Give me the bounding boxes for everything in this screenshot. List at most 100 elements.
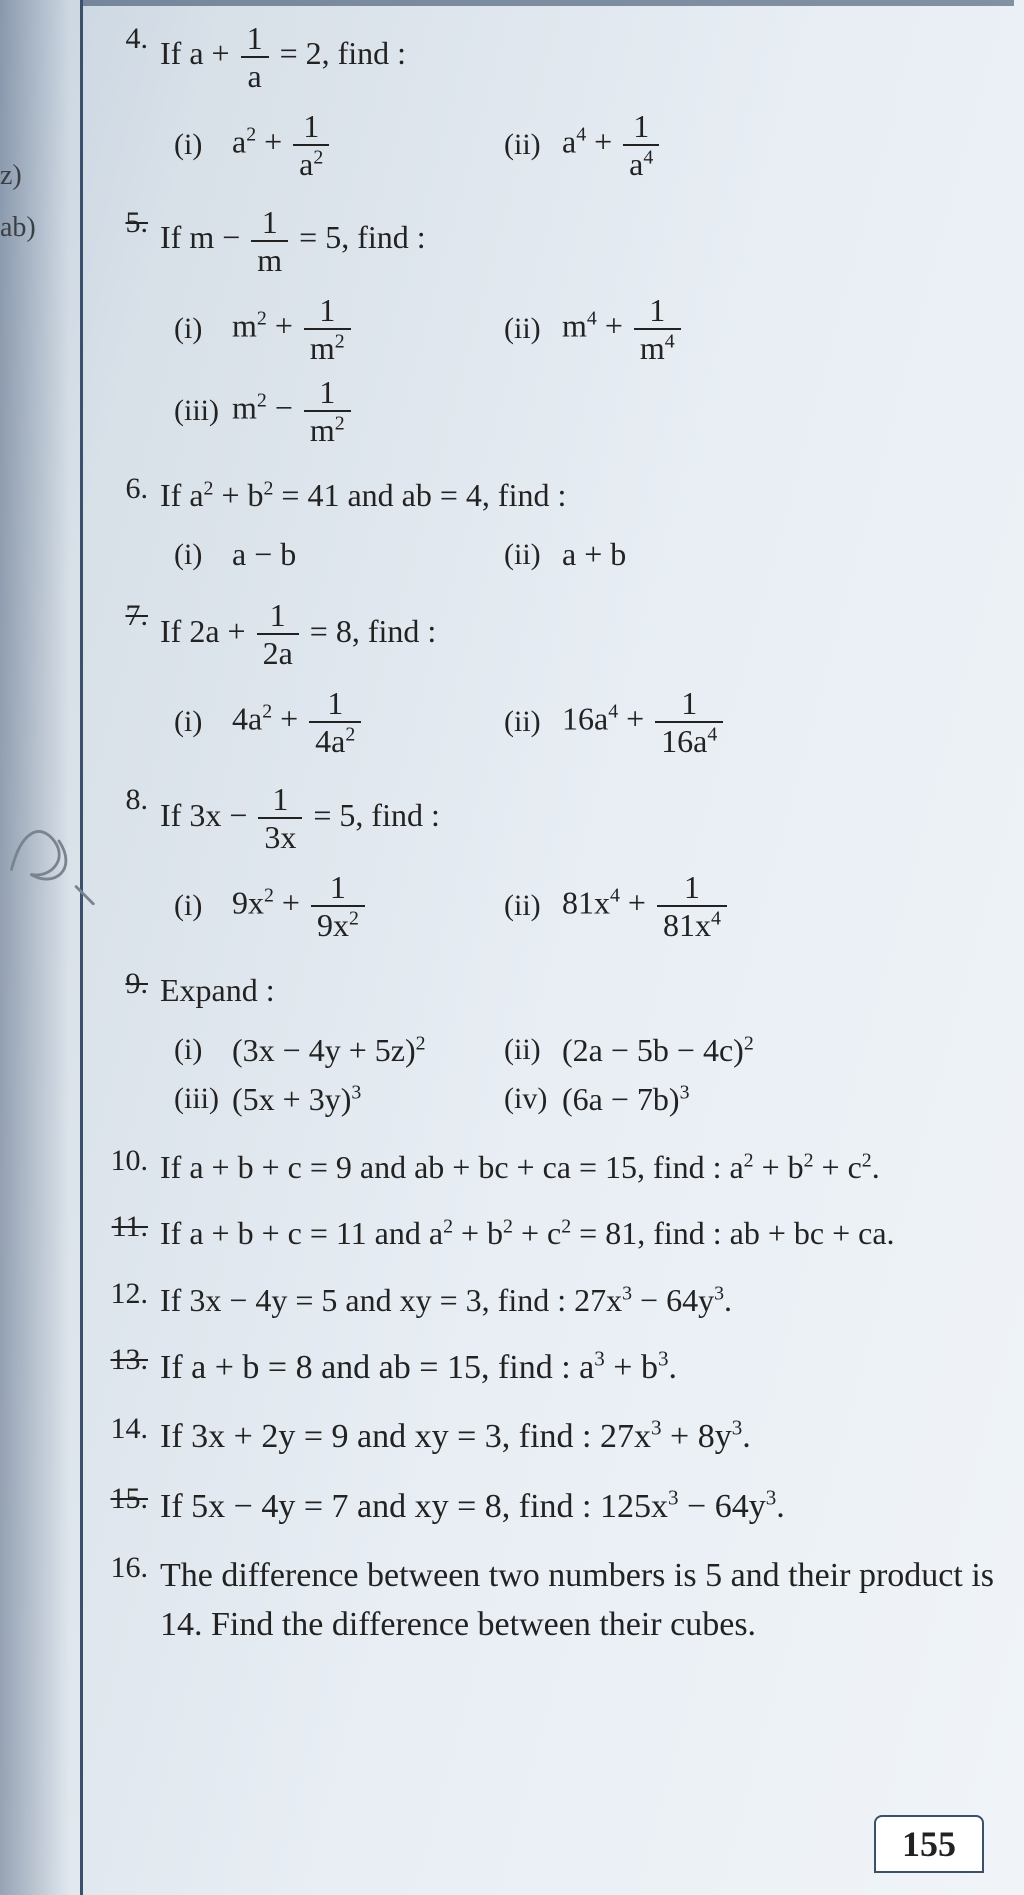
part-expression: a2 + 1a2: [232, 110, 332, 180]
question-parts: (i)4a2 + 14a2 (ii) 16a4 + 116a4: [174, 681, 1004, 763]
question-part: (ii) m4 + 1m4: [504, 294, 804, 364]
part-expression: (5x + 3y)3: [232, 1081, 361, 1118]
part-expression: (3x − 4y + 5z)2: [232, 1032, 426, 1069]
left-margin-annotations: z) ab): [0, 160, 36, 264]
part-expression: m2 − 1m2: [232, 376, 354, 446]
question-stem: If 2a + 12a = 8, find :: [160, 599, 1004, 669]
parts-row: (i) 9x2 + 19x2 (ii) 81x4 + 181x4: [174, 865, 1004, 947]
question-row: 10.If a + b + c = 9 and ab + bc + ca = 1…: [104, 1144, 1004, 1190]
margin-tag-z: z): [0, 160, 36, 192]
question-parts: (i) 9x2 + 19x2 (ii) 81x4 + 181x4: [174, 865, 1004, 947]
question-row: 12.If 3x − 4y = 5 and xy = 3, find : 27x…: [104, 1277, 1004, 1323]
question-stem: If 3x − 4y = 5 and xy = 3, find : 27x3 −…: [160, 1277, 1004, 1323]
question-number: 16.: [104, 1551, 160, 1585]
part-label: (iii): [174, 394, 222, 428]
question: 6.If a2 + b2 = 41 and ab = 4, find : (i)a…: [104, 472, 1004, 579]
page-number: 155: [902, 1824, 956, 1864]
question-number: 12.: [104, 1277, 160, 1311]
question-stem: If a + b = 8 and ab = 15, find : a3 + b3…: [160, 1343, 1004, 1392]
question-row: 6.If a2 + b2 = 41 and ab = 4, find :: [104, 472, 1004, 518]
question-stem: Expand :: [160, 967, 1004, 1013]
question: 8.If 3x − 13x = 5, find :(i)9x2 + 19x2(i…: [104, 783, 1004, 947]
part-label: (iv): [504, 1082, 552, 1116]
question-parts: (i) a2 + 1a2 (ii)a4 + 1a4: [174, 104, 1004, 186]
question-row: 16.The difference between two numbers is…: [104, 1551, 1004, 1650]
question-part: (i) (3x − 4y + 5z)2: [174, 1032, 474, 1069]
question-number: 5.: [104, 206, 160, 240]
question-row: 7.If 2a + 12a = 8, find :: [104, 599, 1004, 669]
part-expression: 81x4 + 181x4: [562, 871, 730, 941]
margin-vertical-rule: [80, 0, 83, 1895]
part-label: (ii): [504, 312, 552, 346]
part-label: (iii): [174, 1082, 222, 1116]
part-expression: a4 + 1a4: [562, 110, 662, 180]
part-label: (i): [174, 128, 222, 162]
question-parts: (i)(3x − 4y + 5z)2(ii)(2a − 5b − 4c)2(ii…: [174, 1026, 1004, 1124]
part-expression: m4 + 1m4: [562, 294, 684, 364]
part-expression: m2 + 1m2: [232, 294, 354, 364]
question: 15.If 5x − 4y = 7 and xy = 8, find : 125…: [104, 1482, 1004, 1531]
question-stem: If a + b + c = 11 and a2 + b2 + c2 = 81,…: [160, 1210, 1004, 1256]
question-stem: The difference between two numbers is 5 …: [160, 1551, 1004, 1650]
question-row: 14.If 3x + 2y = 9 and xy = 3, find : 27x…: [104, 1412, 1004, 1461]
question-row: 11.If a + b + c = 11 and a2 + b2 + c2 = …: [104, 1210, 1004, 1256]
question-stem: If 3x + 2y = 9 and xy = 3, find : 27x3 +…: [160, 1412, 1004, 1461]
part-expression: 9x2 + 19x2: [232, 871, 368, 941]
question: 4.If a + 1a = 2, find : (i) a2 + 1a2 (ii)a4…: [104, 22, 1004, 186]
question-row: 4.If a + 1a = 2, find :: [104, 22, 1004, 92]
question-part: (i) a2 + 1a2: [174, 110, 474, 180]
question-number: 13.: [104, 1343, 160, 1377]
part-label: (ii): [504, 538, 552, 572]
question: 13.If a + b = 8 and ab = 15, find : a3 +…: [104, 1343, 1004, 1392]
part-label: (ii): [504, 889, 552, 923]
question: 14.If 3x + 2y = 9 and xy = 3, find : 27x…: [104, 1412, 1004, 1461]
question-part: (ii) 16a4 + 116a4: [504, 687, 804, 757]
parts-row: (i)(3x − 4y + 5z)2(ii)(2a − 5b − 4c)2(ii…: [174, 1026, 1004, 1124]
question: 16.The difference between two numbers is…: [104, 1551, 1004, 1650]
question: 12.If 3x − 4y = 5 and xy = 3, find : 27x…: [104, 1277, 1004, 1323]
question-row: 9.Expand :: [104, 967, 1004, 1013]
question-number: 4.: [104, 22, 160, 56]
question-stem: If a + 1a = 2, find :: [160, 22, 1004, 92]
question-number: 10.: [104, 1144, 160, 1178]
part-label: (i): [174, 1033, 222, 1067]
parts-row: (i)4a2 + 14a2 (ii) 16a4 + 116a4: [174, 681, 1004, 763]
question-row: 15.If 5x − 4y = 7 and xy = 8, find : 125…: [104, 1482, 1004, 1531]
question: 5.If m − 1m = 5, find : (i) m2 + 1m2 (ii) m4…: [104, 206, 1004, 452]
part-label: (ii): [504, 705, 552, 739]
part-label: (ii): [504, 1033, 552, 1067]
question-number: 7.: [104, 599, 160, 633]
question-part: (ii) 81x4 + 181x4: [504, 871, 804, 941]
question-stem: If 5x − 4y = 7 and xy = 8, find : 125x3 …: [160, 1482, 1004, 1531]
question-number: 15.: [104, 1482, 160, 1516]
question-row: 13.If a + b = 8 and ab = 15, find : a3 +…: [104, 1343, 1004, 1392]
part-expression: a + b: [562, 536, 626, 573]
question-stem: If a + b + c = 9 and ab + bc + ca = 15, …: [160, 1144, 1004, 1190]
question-number: 14.: [104, 1412, 160, 1446]
page-number-box: 155: [874, 1815, 984, 1873]
part-label: (i): [174, 705, 222, 739]
parts-row: (i) a2 + 1a2 (ii)a4 + 1a4: [174, 104, 1004, 186]
part-expression: 16a4 + 116a4: [562, 687, 726, 757]
question-row: 5.If m − 1m = 5, find :: [104, 206, 1004, 276]
question-stem: If m − 1m = 5, find :: [160, 206, 1004, 276]
question-number: 11.: [104, 1210, 160, 1244]
question-number: 8.: [104, 783, 160, 817]
question-number: 9.: [104, 967, 160, 1001]
part-expression: a − b: [232, 536, 296, 573]
question-part: (ii)a4 + 1a4: [504, 110, 804, 180]
page-left-shadow: [0, 0, 70, 1895]
question-part: (ii) a + b: [504, 536, 804, 573]
part-label: (i): [174, 312, 222, 346]
question-parts: (i)a − b (ii) a + b: [174, 530, 1004, 579]
question: 9.Expand : (i) (3x − 4y + 5z)2 (ii)(2a − 5b…: [104, 967, 1004, 1123]
question-part: (i)a − b: [174, 536, 474, 573]
question-part: (i)4a2 + 14a2: [174, 687, 474, 757]
parts-row: (i)a − b (ii) a + b: [174, 530, 1004, 579]
top-border: [80, 0, 1014, 6]
parts-row: (i) m2 + 1m2 (ii) m4 + 1m4 (iii) m2 − 1m2: [174, 288, 1004, 452]
part-label: (i): [174, 889, 222, 923]
question: 10.If a + b + c = 9 and ab + bc + ca = 1…: [104, 1144, 1004, 1190]
question-stem: If 3x − 13x = 5, find :: [160, 783, 1004, 853]
question-part: (ii)(2a − 5b − 4c)2: [504, 1032, 804, 1069]
